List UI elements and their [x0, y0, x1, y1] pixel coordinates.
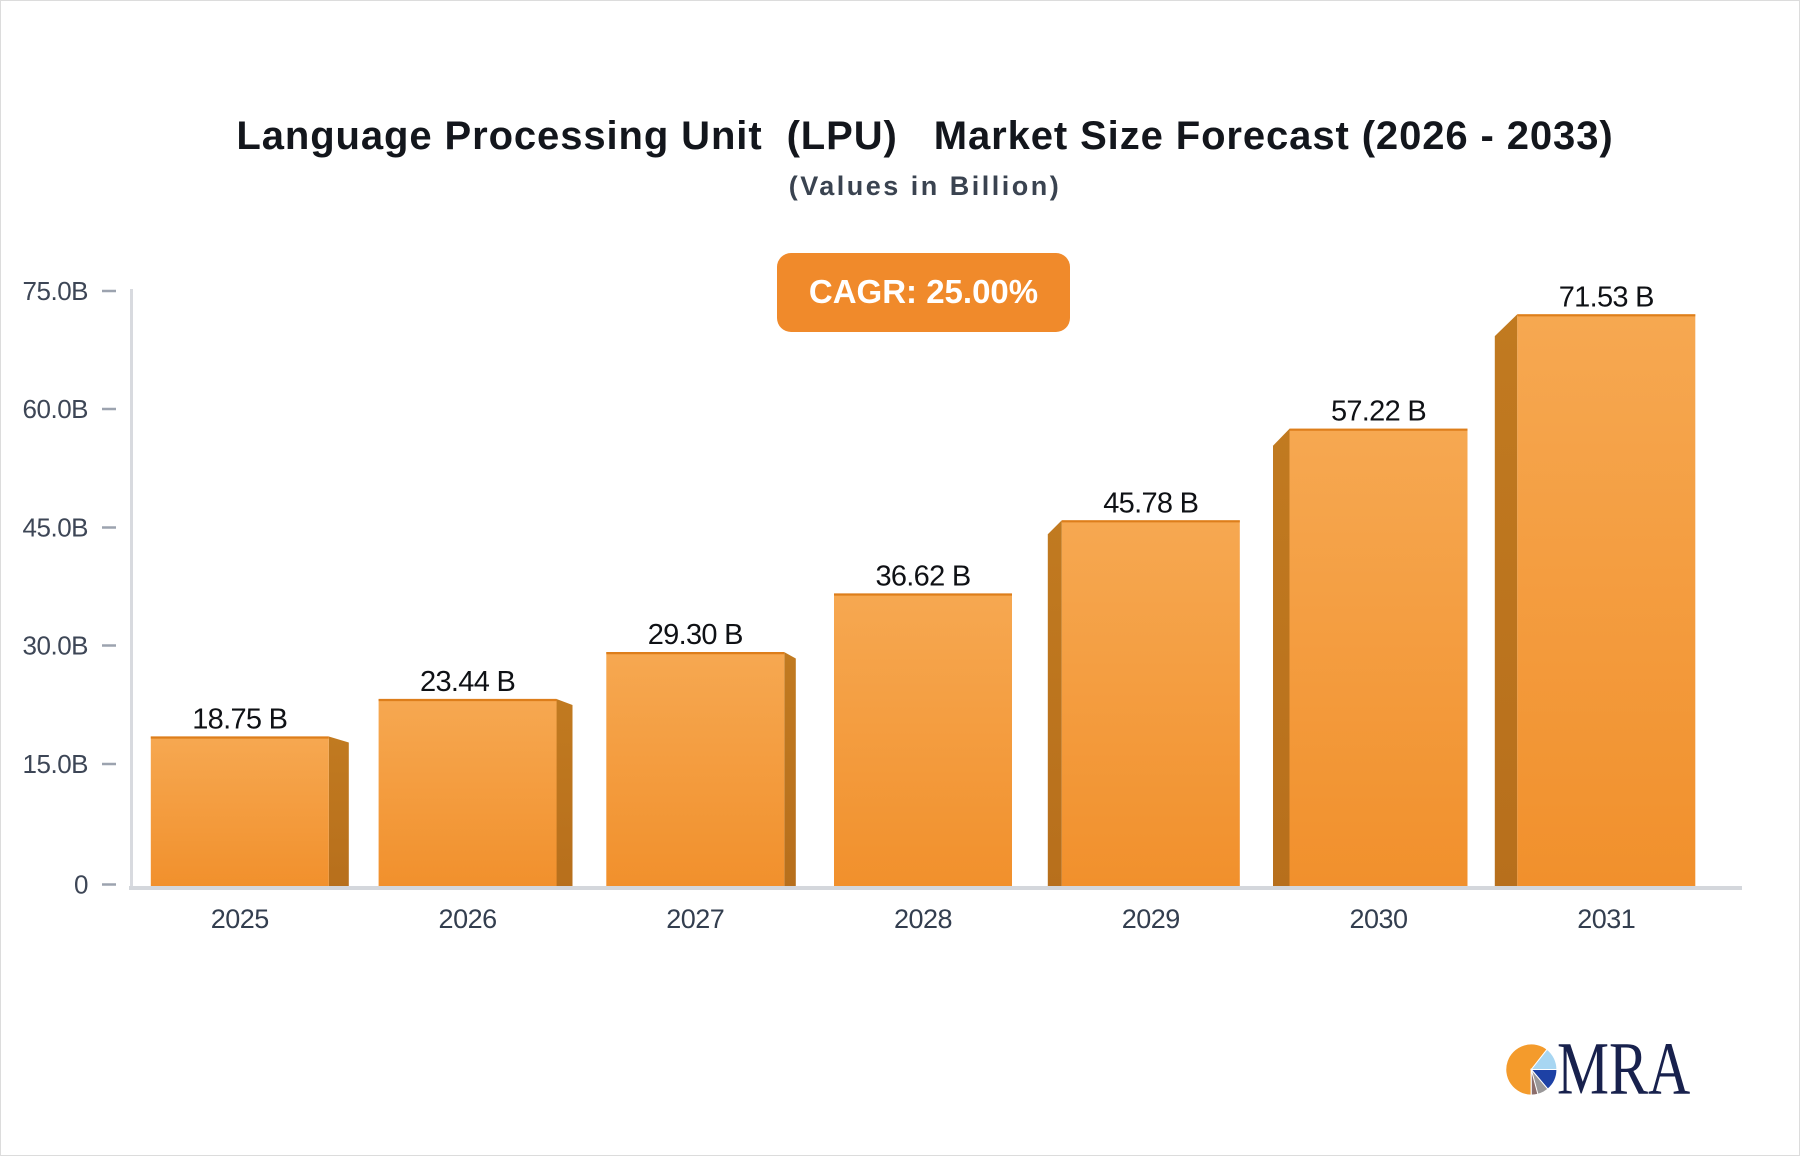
svg-text:30.0B: 30.0B — [23, 631, 88, 661]
svg-text:15.0B: 15.0B — [23, 749, 88, 779]
svg-text:MRA: MRA — [1557, 1027, 1691, 1111]
svg-text:36.62 B: 36.62 B — [875, 561, 970, 593]
svg-text:2029: 2029 — [1122, 904, 1180, 934]
svg-text:75.0B: 75.0B — [23, 276, 88, 306]
svg-text:Language Processing Unit (LPU: Language Processing Unit (LPU) Market Si… — [236, 114, 1613, 158]
svg-text:45.78 B: 45.78 B — [1103, 487, 1198, 519]
svg-text:(Values in Billion): (Values in Billion) — [789, 171, 1062, 201]
svg-text:2031: 2031 — [1577, 904, 1635, 934]
svg-text:CAGR: 25.00%: CAGR: 25.00% — [809, 273, 1038, 310]
svg-text:71.53 B: 71.53 B — [1559, 281, 1654, 313]
svg-text:57.22 B: 57.22 B — [1331, 396, 1426, 428]
svg-text:45.0B: 45.0B — [23, 513, 88, 543]
svg-text:2027: 2027 — [666, 904, 724, 934]
svg-text:18.75 B: 18.75 B — [192, 704, 287, 736]
svg-text:29.30 B: 29.30 B — [648, 619, 743, 651]
svg-text:2026: 2026 — [439, 904, 497, 934]
svg-text:2025: 2025 — [211, 904, 269, 934]
svg-text:23.44 B: 23.44 B — [420, 666, 515, 698]
svg-text:2028: 2028 — [894, 904, 952, 934]
svg-text:2030: 2030 — [1349, 904, 1407, 934]
svg-text:60.0B: 60.0B — [23, 394, 88, 424]
svg-text:0: 0 — [74, 870, 88, 900]
